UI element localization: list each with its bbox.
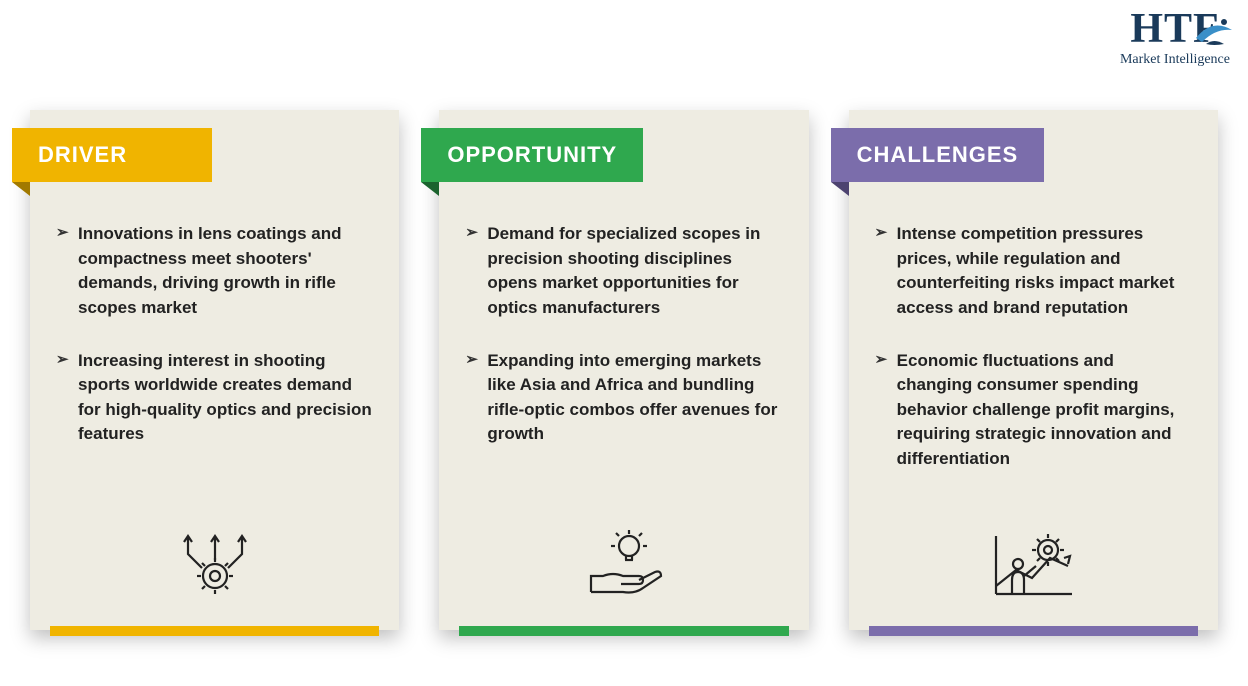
accent-bar-driver <box>50 626 379 636</box>
logo: HTF Market Intelligence <box>1120 8 1230 68</box>
gear-arrows-icon <box>170 524 260 604</box>
point: Intense competition pressures prices, wh… <box>875 222 1192 321</box>
logo-subtitle: Market Intelligence <box>1120 52 1230 68</box>
points-challenges: Intense competition pressures prices, wh… <box>875 222 1192 472</box>
hand-bulb-icon <box>579 524 669 604</box>
point: Increasing interest in shooting sports w… <box>56 349 373 448</box>
ribbon-driver: DRIVER <box>12 128 212 182</box>
point: Demand for specialized scopes in precisi… <box>465 222 782 321</box>
ribbon-opportunity: OPPORTUNITY <box>421 128 643 182</box>
accent-bar-challenges <box>869 626 1198 636</box>
card-opportunity: OPPORTUNITY Demand for specialized scope… <box>439 110 808 630</box>
points-opportunity: Demand for specialized scopes in precisi… <box>465 222 782 447</box>
point: Innovations in lens coatings and compact… <box>56 222 373 321</box>
dolphin-swoosh-icon <box>1194 10 1234 50</box>
ribbon-challenges: CHALLENGES <box>831 128 1045 182</box>
accent-bar-opportunity <box>459 626 788 636</box>
card-challenges: CHALLENGES Intense competition pressures… <box>849 110 1218 630</box>
point: Economic fluctuations and changing consu… <box>875 349 1192 472</box>
card-driver: DRIVER Innovations in lens coatings and … <box>30 110 399 630</box>
point: Expanding into emerging markets like Asi… <box>465 349 782 448</box>
person-gear-chart-icon <box>988 524 1078 604</box>
cards-row: DRIVER Innovations in lens coatings and … <box>0 0 1248 650</box>
points-driver: Innovations in lens coatings and compact… <box>56 222 373 447</box>
